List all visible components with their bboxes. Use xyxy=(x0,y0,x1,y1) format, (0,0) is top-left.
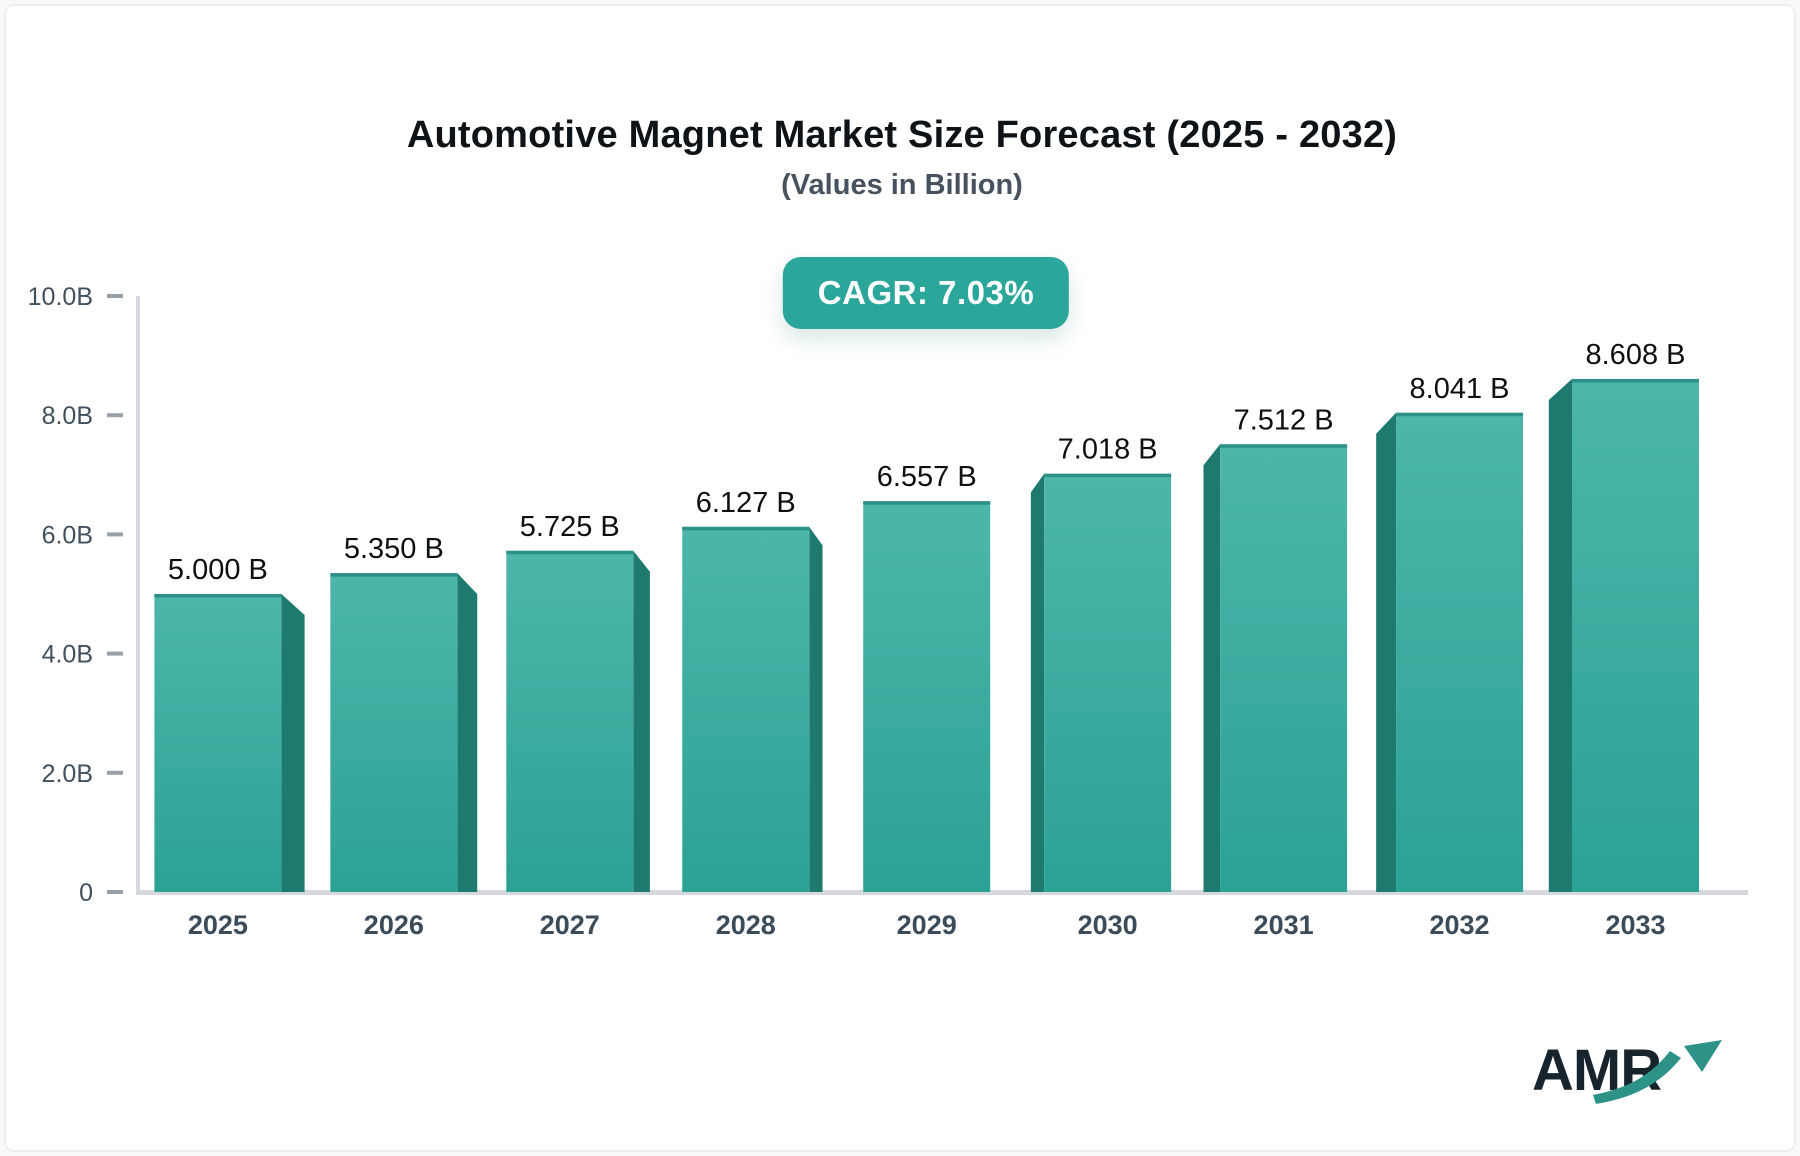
bar-side-face-2031 xyxy=(1203,444,1221,892)
bar-side-face-2025 xyxy=(281,594,305,892)
bar-value-label-2030: 7.018 B xyxy=(1058,434,1158,466)
bar-top-edge-2027 xyxy=(506,550,634,555)
bar-value-label-2025: 5.000 B xyxy=(168,554,268,586)
bar-chart-canvas: 0 2.0B 4.0B 6.0B 8.0B 10.0B 5.000 B 2025 5.350 B… xyxy=(28,283,1748,940)
amr-logo-graphic: AMR xyxy=(1532,1038,1722,1104)
y-tick-mark xyxy=(107,770,123,775)
bar-value-label-2033: 8.608 B xyxy=(1586,339,1686,371)
cagr-badge: CAGR: 7.03% xyxy=(782,257,1070,329)
bar-value-label-2032: 8.041 B xyxy=(1410,373,1510,405)
x-axis-label-2026: 2026 xyxy=(364,910,424,940)
y-tick-mark xyxy=(107,294,123,298)
chart-title: Automotive Magnet Market Size Forecast (… xyxy=(406,114,1398,156)
bar-2029 xyxy=(863,501,991,892)
x-axis-label-2029: 2029 xyxy=(897,910,957,940)
bar-2026 xyxy=(330,573,458,892)
y-tick-label: 6.0B xyxy=(42,521,93,549)
bar-side-face-2028 xyxy=(809,526,823,892)
bar-value-label-2031: 7.512 B xyxy=(1234,404,1334,436)
x-axis-line xyxy=(136,890,1748,895)
y-tick-label: 2.0B xyxy=(42,760,93,788)
bar-top-edge-2031 xyxy=(1220,444,1348,448)
x-axis-label-2030: 2030 xyxy=(1078,910,1138,940)
growth-arrow-head-icon xyxy=(1684,1040,1722,1072)
y-tick-mark xyxy=(107,413,123,418)
x-axis-label-2031: 2031 xyxy=(1254,910,1314,940)
bar-2033 xyxy=(1572,378,1699,892)
bar-value-label-2027: 5.725 B xyxy=(520,511,620,543)
y-tick-label: 4.0B xyxy=(42,641,93,669)
x-axis-label-2033: 2033 xyxy=(1605,910,1665,940)
x-axis-label-2025: 2025 xyxy=(188,910,248,940)
bar-top-edge-2033 xyxy=(1572,378,1699,383)
bar-side-face-2033 xyxy=(1548,378,1572,892)
bar-side-face-2030 xyxy=(1030,473,1045,892)
y-tick-label: 0 xyxy=(79,879,93,907)
bar-top-edge-2025 xyxy=(154,594,282,598)
bar-top-edge-2028 xyxy=(682,526,810,531)
bar-2025 xyxy=(154,594,282,892)
x-axis-label-2032: 2032 xyxy=(1430,910,1490,940)
bar-2030 xyxy=(1044,473,1172,892)
amr-logo-text: AMR xyxy=(1532,1038,1661,1103)
x-axis-label-2028: 2028 xyxy=(716,910,776,940)
y-tick-label: 8.0B xyxy=(42,402,93,430)
bar-side-face-2032 xyxy=(1376,412,1397,892)
cagr-badge-label: CAGR: 7.03% xyxy=(817,274,1035,311)
bar-side-face-2026 xyxy=(457,573,478,892)
bar-value-label-2026: 5.350 B xyxy=(344,533,444,565)
y-tick-mark xyxy=(107,651,123,656)
y-tick-mark xyxy=(107,532,123,537)
bar-2032 xyxy=(1396,412,1524,892)
chart-subtitle: (Values in Billion) xyxy=(781,169,1023,201)
bar-top-edge-2032 xyxy=(1396,412,1524,417)
y-axis-line xyxy=(136,296,140,892)
y-tick-label: 10.0B xyxy=(28,283,93,311)
bar-top-edge-2029 xyxy=(863,501,991,505)
growth-arrow-icon xyxy=(1593,1051,1681,1104)
chart-card: 0 2.0B 4.0B 6.0B 8.0B 10.0B 5.000 B 2025 5.350 B… xyxy=(4,4,1796,1152)
bar-2027 xyxy=(506,550,634,892)
bar-value-label-2029: 6.557 B xyxy=(877,461,977,493)
bar-value-label-2028: 6.127 B xyxy=(696,487,796,519)
bar-2031 xyxy=(1220,444,1348,892)
bar-top-edge-2030 xyxy=(1044,473,1172,478)
bar-top-edge-2026 xyxy=(330,573,458,577)
bar-side-face-2027 xyxy=(633,550,650,892)
x-axis-label-2027: 2027 xyxy=(540,910,600,940)
amr-logo: AMR xyxy=(1518,1024,1738,1114)
y-tick-mark xyxy=(107,890,123,894)
bar-2028 xyxy=(682,526,810,892)
